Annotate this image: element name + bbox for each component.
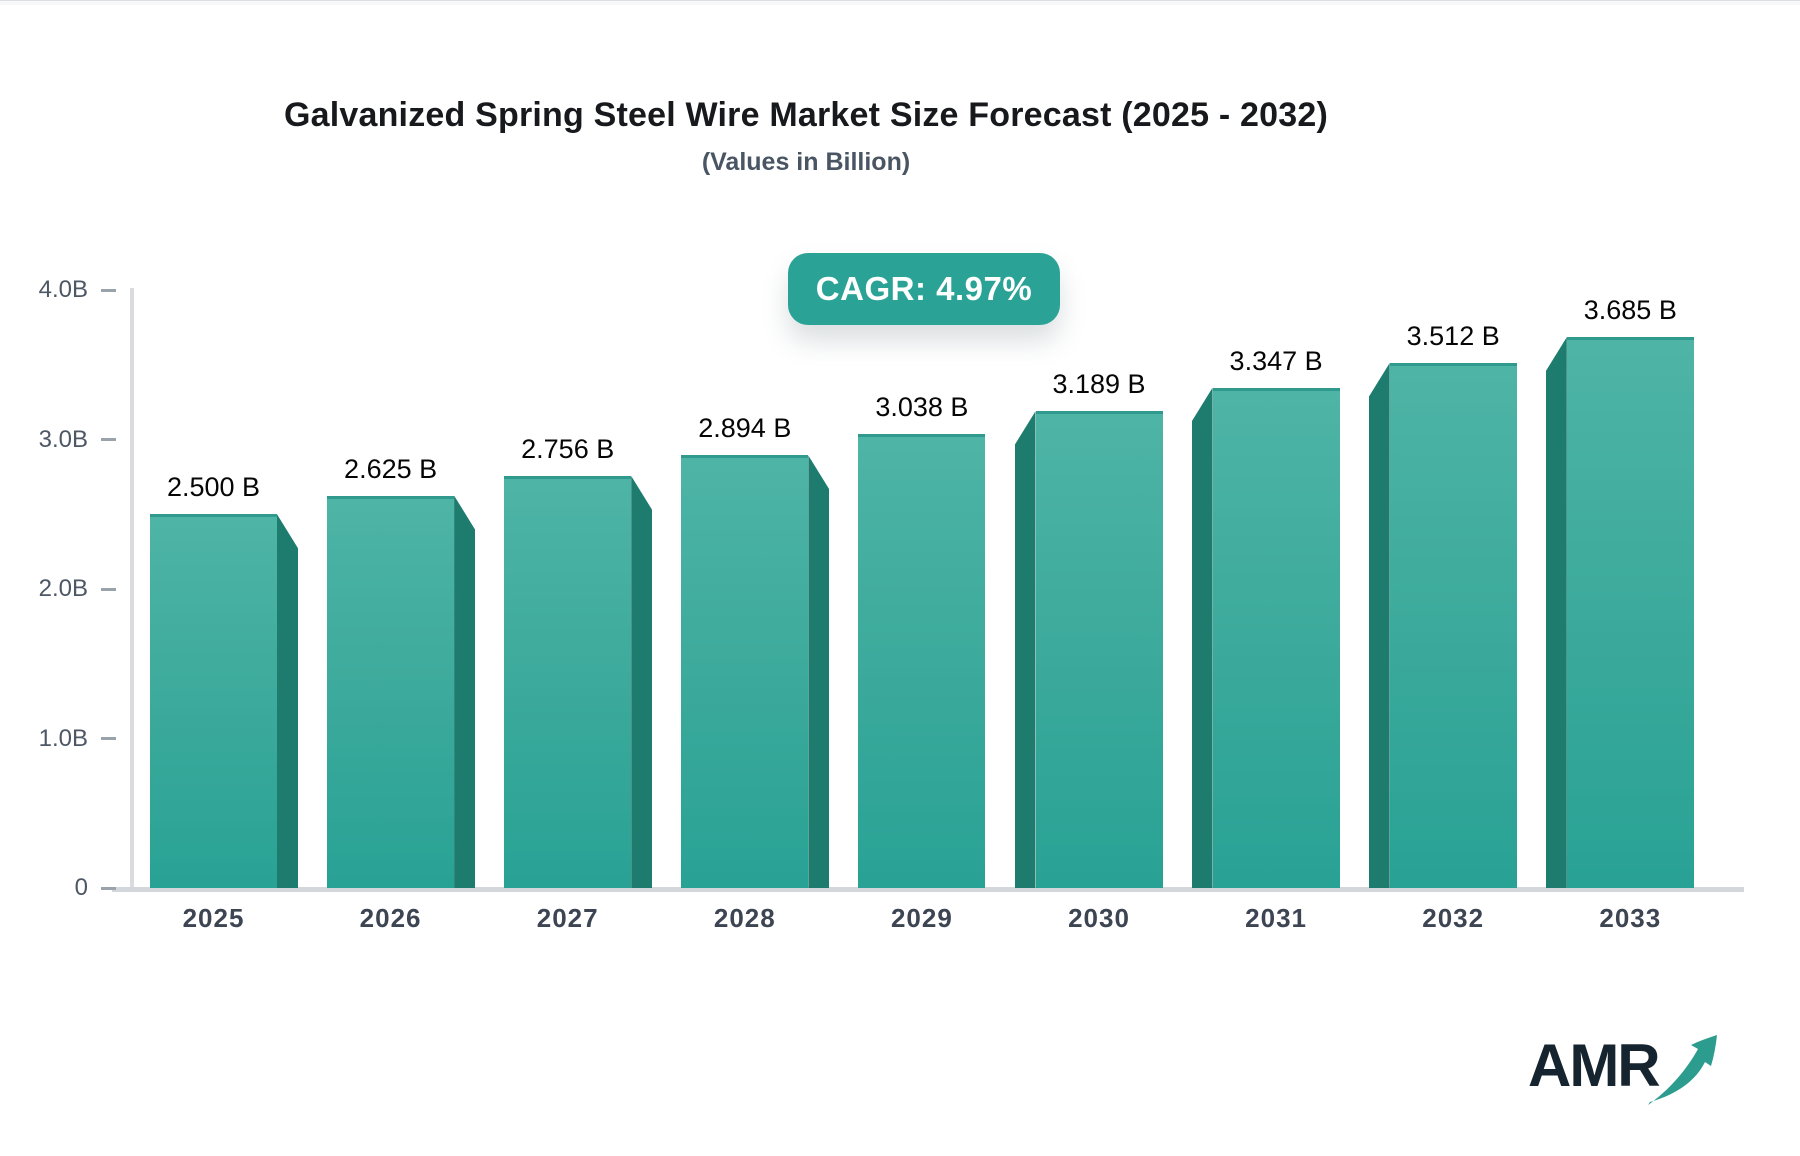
cagr-badge: CAGR: 4.97% [788,253,1060,325]
bar-value-label: 3.512 B [1406,320,1500,351]
y-tick-label: 1.0B [38,724,88,752]
bar-value-label: 3.189 B [1052,369,1146,400]
amr-logo: AMR [1528,1032,1728,1126]
title-block: Galvanized Spring Steel Wire Market Size… [0,96,1612,177]
bar-front-face [1035,411,1163,888]
x-category-label: 2029 [890,903,953,933]
y-tick [101,737,116,740]
bar-value-label: 2.625 B [344,453,438,484]
amr-logo-text: AMR [1528,1032,1661,1099]
bar-2029 [858,433,986,888]
y-tick [101,288,116,292]
bar-3d-side-face [1545,337,1567,888]
bar-value-label: 2.756 B [521,433,615,464]
bar-2025 [150,514,298,888]
x-category-label: 2026 [359,903,422,933]
x-category-label: 2025 [182,903,245,933]
bar-2028 [681,455,830,888]
x-axis-line [112,887,1744,892]
bar-front-face [681,455,809,888]
bar-3d-side-face [1014,411,1036,888]
bar-3d-side-face [1191,387,1213,888]
bar-3d-side-face [808,455,830,888]
bar-2032 [1368,362,1517,888]
bar-front-face [1566,337,1694,888]
bar-3d-side-face [277,514,298,888]
x-category-label: 2027 [536,903,599,933]
y-tick [101,587,116,591]
bar-2033 [1545,337,1694,888]
bar-2030 [1014,411,1163,888]
bar-front-face [858,433,986,888]
bar-3d-side-face [631,475,653,888]
bar-value-label: 2.894 B [698,413,792,444]
page-title: Galvanized Spring Steel Wire Market Size… [283,96,1329,134]
x-category-label: 2031 [1245,903,1308,933]
x-category-label: 2032 [1422,903,1485,933]
bar-value-label: 2.500 B [166,472,261,503]
bar-front-face [1212,387,1340,888]
y-tick [101,886,116,890]
bar-2027 [504,475,653,888]
page-subtitle: (Values in Billion) [701,148,911,176]
bar-front-face [327,495,455,888]
bar-2026 [327,495,476,888]
top-border-strip [0,0,1800,5]
bar-value-label: 3.347 B [1229,345,1323,376]
y-tick-label: 3.0B [38,425,88,453]
bar-2031 [1191,387,1340,888]
bar-3d-side-face [454,495,476,888]
y-tick-label: 4.0B [38,276,88,303]
bar-3d-side-face [1368,362,1390,888]
growth-arrow-icon [1648,1035,1717,1105]
y-tick-label: 2.0B [38,575,88,602]
x-category-label: 2030 [1068,903,1130,933]
bar-value-label: 3.685 B [1583,295,1677,326]
bar-front-face [504,475,632,888]
y-tick-label: 0 [74,874,88,901]
y-tick [101,438,116,441]
bar-front-face [150,514,277,888]
bar-value-label: 3.038 B [875,391,969,422]
y-axis-line [130,288,134,889]
x-category-label: 2028 [713,903,776,933]
x-category-label: 2033 [1599,903,1662,933]
bar-front-face [1389,362,1517,888]
